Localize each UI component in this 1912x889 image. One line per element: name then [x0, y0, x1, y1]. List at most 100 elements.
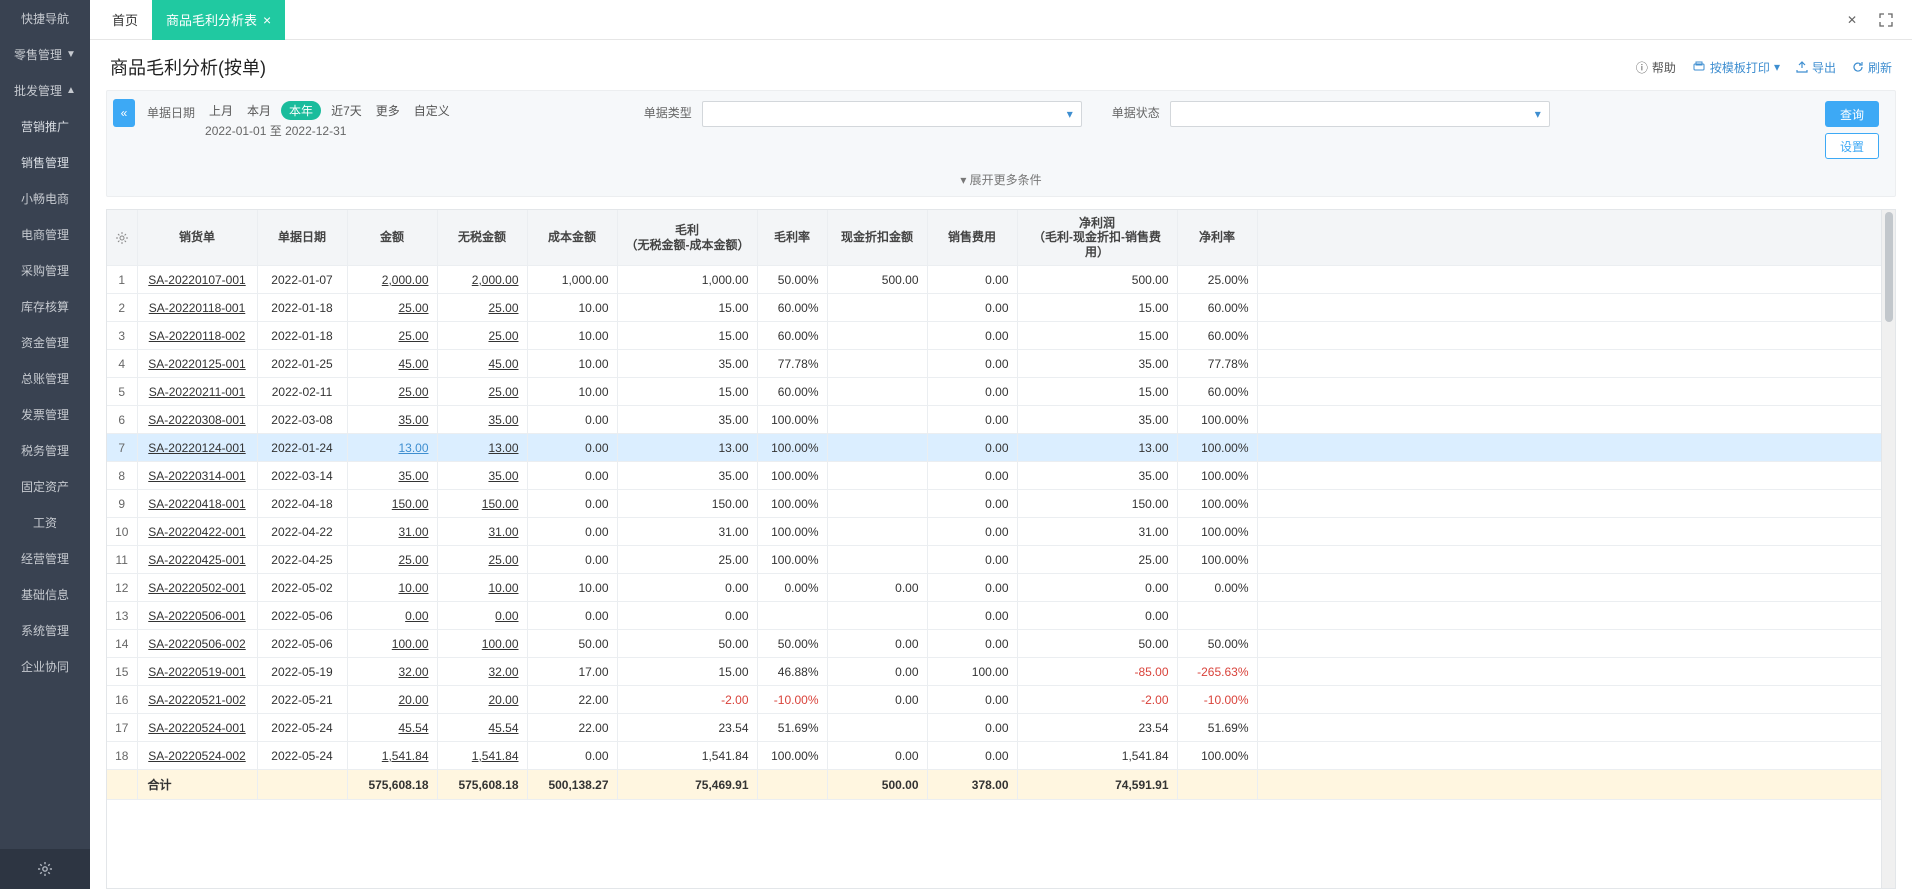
close-icon[interactable]: ✕	[1840, 8, 1864, 32]
date-tab[interactable]: 本月	[243, 102, 275, 119]
table-row[interactable]: 17SA-20220524-0012022-05-2445.5445.5422.…	[107, 714, 1895, 742]
date-tab[interactable]: 更多	[372, 102, 404, 119]
order-link[interactable]: SA-20220506-002	[148, 637, 245, 651]
amount-link[interactable]: 10.00	[398, 581, 428, 595]
query-button[interactable]: 查询	[1825, 101, 1879, 127]
setting-button[interactable]: 设置	[1825, 133, 1879, 159]
tab-home[interactable]: 首页	[98, 0, 152, 40]
order-link[interactable]: SA-20220422-001	[148, 525, 245, 539]
column-settings-icon[interactable]	[107, 210, 137, 266]
table-row[interactable]: 7SA-20220124-0012022-01-2413.0013.000.00…	[107, 434, 1895, 462]
tab-active[interactable]: 商品毛利分析表 ×	[152, 0, 285, 40]
amount-link[interactable]: 1,541.84	[382, 749, 429, 763]
date-tab[interactable]: 近7天	[327, 102, 366, 119]
sidebar-item[interactable]: 快捷导航	[0, 0, 90, 36]
order-link[interactable]: SA-20220502-001	[148, 581, 245, 595]
notax-link[interactable]: 45.54	[488, 721, 518, 735]
amount-link[interactable]: 25.00	[398, 301, 428, 315]
table-row[interactable]: 4SA-20220125-0012022-01-2545.0045.0010.0…	[107, 350, 1895, 378]
amount-link[interactable]: 32.00	[398, 665, 428, 679]
table-row[interactable]: 3SA-20220118-0022022-01-1825.0025.0010.0…	[107, 322, 1895, 350]
sidebar-item[interactable]: 经营管理	[0, 540, 90, 576]
notax-link[interactable]: 0.00	[495, 609, 518, 623]
order-link[interactable]: SA-20220519-001	[148, 665, 245, 679]
table-row[interactable]: 8SA-20220314-0012022-03-1435.0035.000.00…	[107, 462, 1895, 490]
table-row[interactable]: 16SA-20220521-0022022-05-2120.0020.0022.…	[107, 686, 1895, 714]
notax-link[interactable]: 35.00	[488, 413, 518, 427]
notax-link[interactable]: 100.00	[482, 637, 519, 651]
table-row[interactable]: 11SA-20220425-0012022-04-2525.0025.000.0…	[107, 546, 1895, 574]
notax-link[interactable]: 25.00	[488, 301, 518, 315]
notax-link[interactable]: 45.00	[488, 357, 518, 371]
notax-link[interactable]: 35.00	[488, 469, 518, 483]
date-tab[interactable]: 本年	[281, 101, 321, 120]
table-row[interactable]: 15SA-20220519-0012022-05-1932.0032.0017.…	[107, 658, 1895, 686]
order-link[interactable]: SA-20220524-001	[148, 721, 245, 735]
export-button[interactable]: 导出	[1796, 59, 1836, 76]
amount-link[interactable]: 35.00	[398, 413, 428, 427]
table-row[interactable]: 18SA-20220524-0022022-05-241,541.841,541…	[107, 742, 1895, 770]
sidebar-item[interactable]: 销售管理	[0, 144, 90, 180]
sidebar-item[interactable]: 采购管理	[0, 252, 90, 288]
amount-link[interactable]: 100.00	[392, 637, 429, 651]
table-row[interactable]: 12SA-20220502-0012022-05-0210.0010.0010.…	[107, 574, 1895, 602]
sidebar-item[interactable]: 发票管理	[0, 396, 90, 432]
amount-link[interactable]: 35.00	[398, 469, 428, 483]
notax-link[interactable]: 31.00	[488, 525, 518, 539]
amount-link[interactable]: 25.00	[398, 329, 428, 343]
order-link[interactable]: SA-20220314-001	[148, 469, 245, 483]
notax-link[interactable]: 13.00	[488, 441, 518, 455]
table-row[interactable]: 14SA-20220506-0022022-05-06100.00100.005…	[107, 630, 1895, 658]
print-button[interactable]: 按模板打印▾	[1692, 59, 1780, 76]
notax-link[interactable]: 25.00	[488, 553, 518, 567]
sidebar-item[interactable]: 小畅电商	[0, 180, 90, 216]
notax-link[interactable]: 2,000.00	[472, 273, 519, 287]
sidebar-item[interactable]: 总账管理	[0, 360, 90, 396]
order-link[interactable]: SA-20220506-001	[148, 609, 245, 623]
sidebar-item[interactable]: 库存核算	[0, 288, 90, 324]
amount-link[interactable]: 13.00	[398, 441, 428, 455]
table-row[interactable]: 1SA-20220107-0012022-01-072,000.002,000.…	[107, 266, 1895, 294]
order-link[interactable]: SA-20220118-001	[149, 301, 246, 315]
amount-link[interactable]: 25.00	[398, 385, 428, 399]
table-row[interactable]: 6SA-20220308-0012022-03-0835.0035.000.00…	[107, 406, 1895, 434]
scrollbar[interactable]	[1881, 210, 1895, 888]
notax-link[interactable]: 10.00	[488, 581, 518, 595]
sidebar-item[interactable]: 系统管理	[0, 612, 90, 648]
notax-link[interactable]: 25.00	[488, 385, 518, 399]
amount-link[interactable]: 150.00	[392, 497, 429, 511]
type-select[interactable]: ▾	[702, 101, 1082, 127]
expand-filters[interactable]: ▾ 展开更多条件	[107, 165, 1895, 196]
sidebar-item[interactable]: 基础信息	[0, 576, 90, 612]
amount-link[interactable]: 31.00	[398, 525, 428, 539]
sidebar-item[interactable]: 企业协同	[0, 648, 90, 684]
order-link[interactable]: SA-20220524-002	[148, 749, 245, 763]
sidebar-item[interactable]: 资金管理	[0, 324, 90, 360]
sidebar-item[interactable]: 零售管理▼	[0, 36, 90, 72]
order-link[interactable]: SA-20220125-001	[148, 357, 245, 371]
amount-link[interactable]: 2,000.00	[382, 273, 429, 287]
notax-link[interactable]: 20.00	[488, 693, 518, 707]
order-link[interactable]: SA-20220308-001	[148, 413, 245, 427]
sidebar-item[interactable]: 工资	[0, 504, 90, 540]
sidebar-item[interactable]: 固定资产	[0, 468, 90, 504]
amount-link[interactable]: 25.00	[398, 553, 428, 567]
order-link[interactable]: SA-20220124-001	[148, 441, 245, 455]
notax-link[interactable]: 1,541.84	[472, 749, 519, 763]
tab-close-icon[interactable]: ×	[263, 12, 271, 28]
sidebar-item[interactable]: 电商管理	[0, 216, 90, 252]
amount-link[interactable]: 45.54	[398, 721, 428, 735]
date-tab[interactable]: 上月	[205, 102, 237, 119]
sidebar-item[interactable]: 批发管理▲	[0, 72, 90, 108]
order-link[interactable]: SA-20220107-001	[148, 273, 245, 287]
gear-icon[interactable]	[0, 849, 90, 889]
amount-link[interactable]: 45.00	[398, 357, 428, 371]
fullscreen-icon[interactable]	[1874, 8, 1898, 32]
notax-link[interactable]: 25.00	[488, 329, 518, 343]
table-row[interactable]: 9SA-20220418-0012022-04-18150.00150.000.…	[107, 490, 1895, 518]
table-row[interactable]: 10SA-20220422-0012022-04-2231.0031.000.0…	[107, 518, 1895, 546]
collapse-filter-button[interactable]: «	[113, 99, 135, 127]
order-link[interactable]: SA-20220418-001	[148, 497, 245, 511]
amount-link[interactable]: 20.00	[398, 693, 428, 707]
order-link[interactable]: SA-20220118-002	[149, 329, 246, 343]
